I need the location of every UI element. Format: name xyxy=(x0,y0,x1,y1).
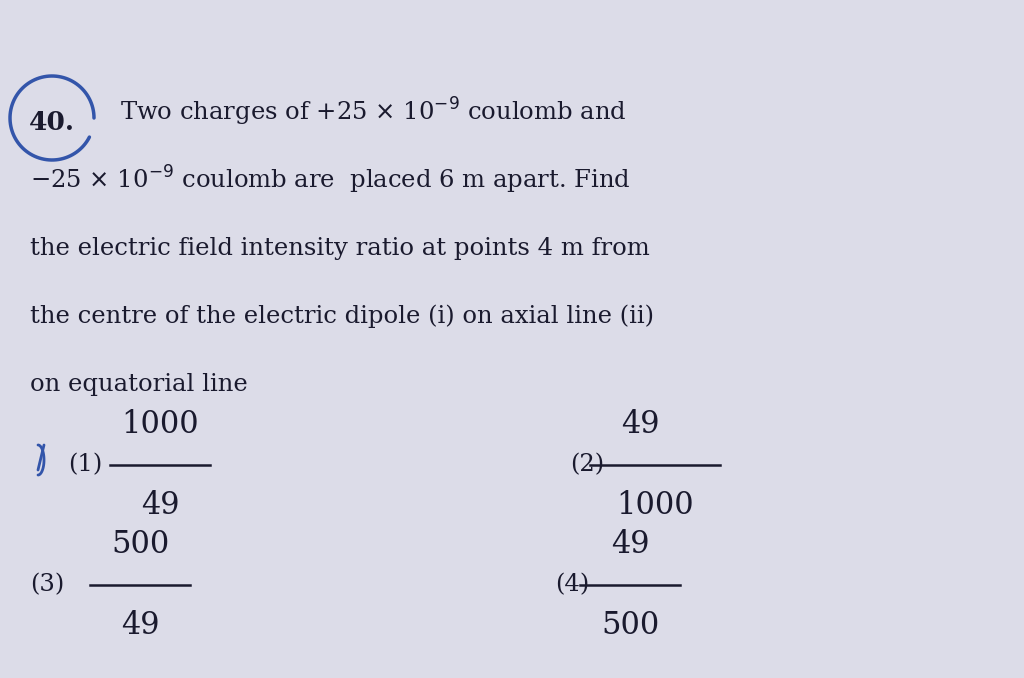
Text: 49: 49 xyxy=(610,529,649,560)
Text: (3): (3) xyxy=(30,574,65,597)
Text: (2): (2) xyxy=(570,454,604,477)
Text: 1000: 1000 xyxy=(616,490,694,521)
Text: the electric field intensity ratio at points 4 m from: the electric field intensity ratio at po… xyxy=(30,237,650,260)
Text: 49: 49 xyxy=(140,490,179,521)
Text: Two charges of +25 $\times$ 10$^{-9}$ coulomb and: Two charges of +25 $\times$ 10$^{-9}$ co… xyxy=(120,96,627,128)
Text: 500: 500 xyxy=(111,529,169,560)
Text: on equatorial line: on equatorial line xyxy=(30,372,248,395)
Text: $-$25 $\times$ 10$^{-9}$ coulomb are  placed 6 m apart. Find: $-$25 $\times$ 10$^{-9}$ coulomb are pla… xyxy=(30,164,631,196)
Text: (1): (1) xyxy=(68,454,102,477)
Text: 1000: 1000 xyxy=(121,409,199,440)
Text: 49: 49 xyxy=(621,409,659,440)
Text: 40.: 40. xyxy=(29,110,75,134)
Text: (4): (4) xyxy=(555,574,589,597)
Text: the centre of the electric dipole (i) on axial line (ii): the centre of the electric dipole (i) on… xyxy=(30,304,654,327)
Text: 500: 500 xyxy=(601,610,659,641)
Text: 49: 49 xyxy=(121,610,160,641)
